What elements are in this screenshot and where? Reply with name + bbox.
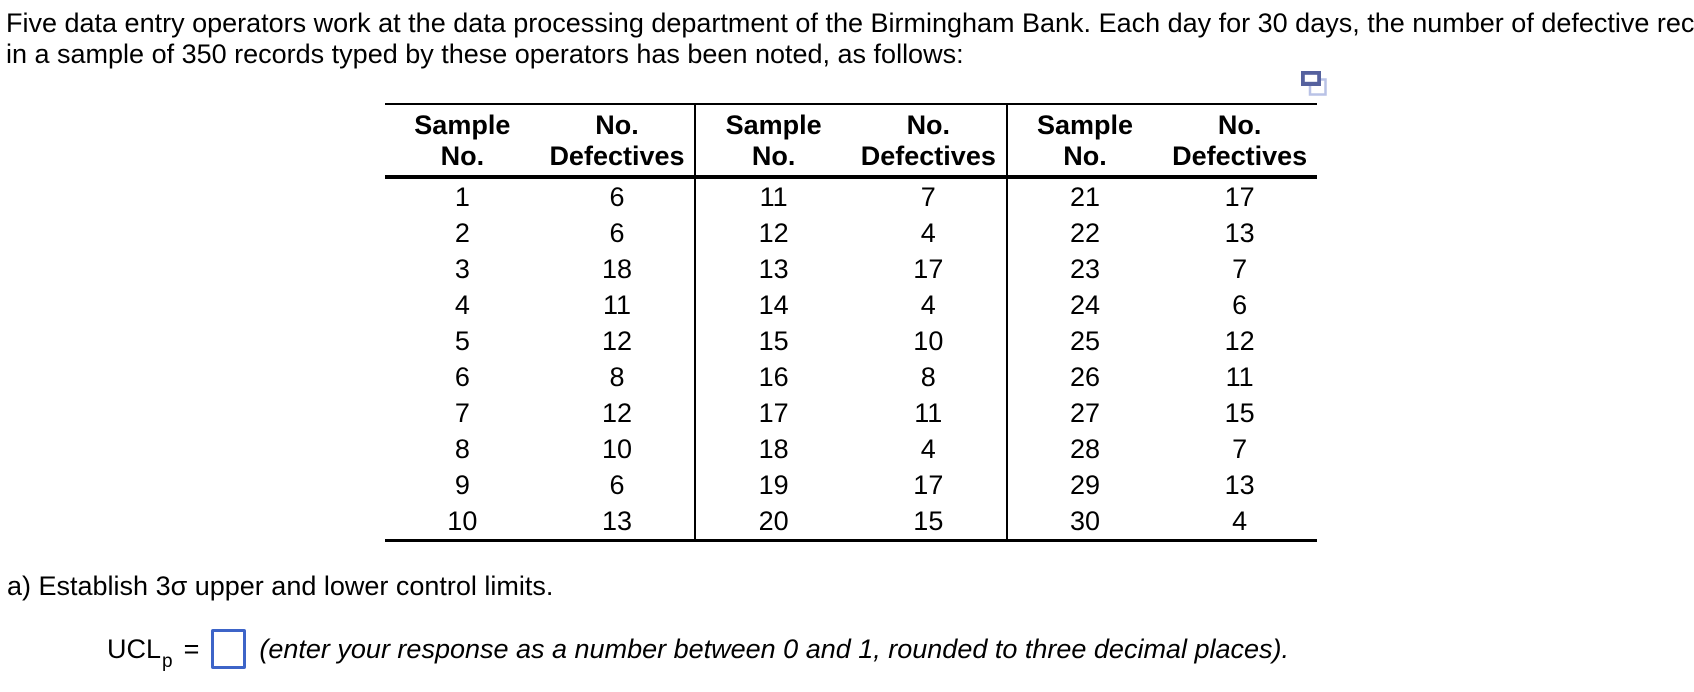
sample-no-cell: 19 [758,469,789,500]
equals-sign: = [183,633,200,664]
sample-no-cell: 6 [454,361,470,392]
sample-no-cell: 18 [758,433,789,464]
defectives-cell: 11 [602,289,631,320]
sample-no-cell: 22 [1069,217,1100,248]
defectives-cell: 4 [920,433,936,464]
sample-no-cell: 24 [1069,289,1100,320]
answer-format-hint: (enter your response as a number between… [259,633,1289,664]
ucl-answer-input[interactable] [211,629,247,669]
defectives-cell: 4 [920,217,936,248]
sample-no-cell: 26 [1069,361,1100,392]
defectives-cell: 11 [1225,361,1254,392]
problem-statement: Five data entry operators work at the da… [6,8,1694,70]
problem-statement-line2: in a sample of 350 records typed by thes… [6,39,964,69]
defectives-cell: 17 [1224,181,1255,212]
defectives-cell: 4 [1232,505,1248,536]
sample-no-cell: 28 [1069,433,1100,464]
defectives-cell: 10 [601,433,633,464]
defectives-cell: 17 [913,469,944,500]
defectives-cell: 12 [601,325,633,356]
sample-no-cell: 5 [454,325,470,356]
defectives-cell: 18 [601,253,633,284]
part-a-prompt: a) Establish 3σ upper and lower control … [7,571,554,601]
sample-no-cell: 7 [454,397,470,428]
table-group-2: Sample No. No. Defectives 11 7 12 4 13 17 14 4 1… [694,105,1006,539]
defectives-cell: 15 [1224,397,1255,428]
defectives-cell: 12 [601,397,633,428]
ucl-subscript: p [162,650,173,672]
defectives-cell: 6 [609,217,625,248]
sample-no-cell: 29 [1069,469,1100,500]
table-body-group-2: 11 7 12 4 13 17 14 4 15 10 16 8 17 11 18 4 19 17 20 15 [696,179,1005,539]
column-header-no-defectives: No. Defectives [1172,110,1308,171]
table-group-3: Sample No. No. Defectives 21 17 22 13 23 7 24 6… [1005,105,1317,539]
column-header-sample-no: Sample No. [1036,110,1133,171]
defectives-cell: 6 [609,181,625,212]
defectives-cell: 13 [1224,217,1255,248]
defectives-cell: 6 [1232,289,1248,320]
table-header: Sample No. No. Defectives [1007,105,1317,179]
defectives-cell: 12 [1224,325,1255,356]
sample-no-cell: 2 [454,217,470,248]
sample-no-cell: 25 [1069,325,1100,356]
sample-no-cell: 8 [454,433,470,464]
table-header: Sample No. No. Defectives [696,105,1006,179]
defectives-cell: 11 [914,397,943,428]
sample-no-cell: 17 [758,397,789,428]
sample-no-cell: 30 [1069,505,1100,536]
defectives-cell: 7 [1232,433,1248,464]
defectives-cell: 6 [609,469,625,500]
sample-no-cell: 1 [454,181,470,212]
ucl-label: UCLp [107,633,173,672]
defectives-cell: 8 [609,361,625,392]
sample-no-cell: 3 [454,253,470,284]
defectives-cell: 17 [913,253,944,284]
sample-no-cell: 27 [1069,397,1100,428]
duplicate-window-icon[interactable] [1300,68,1327,98]
table-group-1: Sample No. No. Defectives 1 6 2 6 3 18 4 11 5 12 6… [385,105,695,539]
column-header-no-defectives: No. Defectives [549,110,685,171]
sample-no-cell: 23 [1069,253,1100,284]
sample-no-cell: 16 [758,361,789,392]
sample-no-cell: 9 [454,469,470,500]
defectives-cell: 13 [601,505,633,536]
defectives-cell: 8 [920,361,936,392]
sample-no-cell: 12 [758,217,789,248]
table-header: Sample No. No. Defectives [385,105,695,179]
ucl-answer-line: UCLp = (enter your response as a number … [107,626,1289,672]
sample-no-cell: 4 [454,289,470,320]
column-header-sample-no: Sample No. [414,110,511,171]
column-header-sample-no: Sample No. [725,110,822,171]
defectives-cell: 7 [920,181,936,212]
sample-no-cell: 13 [758,253,789,284]
defectives-cell: 10 [913,325,944,356]
defectives-cell: 15 [913,505,944,536]
sample-no-cell: 21 [1069,181,1100,212]
column-header-no-defectives: No. Defectives [860,110,996,171]
sample-no-cell: 10 [447,505,478,536]
defectives-cell: 4 [920,289,936,320]
defectives-cell: 13 [1224,469,1255,500]
table-body-group-3: 21 17 22 13 23 7 24 6 25 12 26 11 27 15 28 7 29 13 30 4 [1008,179,1317,539]
sample-no-cell: 20 [758,505,789,536]
table-body-group-1: 1 6 2 6 3 18 4 11 5 12 6 8 7 12 8 10 9 6 10 13 [385,179,694,539]
sample-no-cell: 14 [758,289,789,320]
sample-no-cell: 11 [759,181,788,212]
defectives-cell: 7 [1232,253,1248,284]
problem-statement-line1: Five data entry operators work at the da… [6,8,1694,38]
defectives-table: Sample No. No. Defectives 1 6 2 6 3 18 4 11 5 12 6… [385,103,1317,542]
sample-no-cell: 15 [758,325,789,356]
